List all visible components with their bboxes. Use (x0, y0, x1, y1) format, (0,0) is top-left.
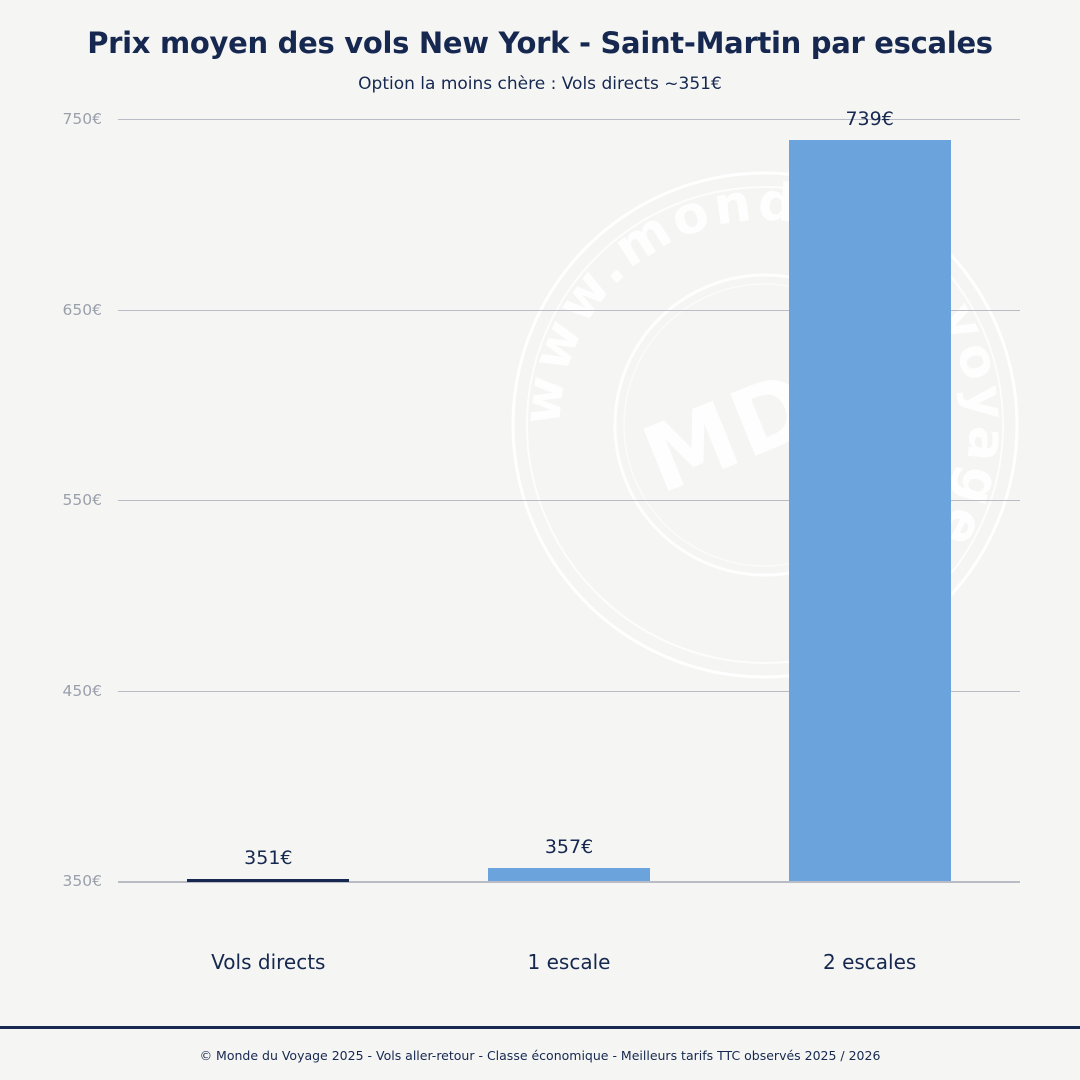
bar-1[interactable] (187, 879, 350, 883)
x-axis-category-label: Vols directs (211, 950, 326, 974)
y-axis-tick-label: 450€ (62, 681, 102, 700)
y-axis-tick-label: 750€ (62, 110, 102, 128)
chart-subtitle: Option la moins chère : Vols directs ~35… (358, 74, 722, 94)
chart-title: Prix moyen des vols New York - Saint-Mar… (87, 26, 993, 60)
bar-value-label: 351€ (244, 847, 293, 870)
y-axis-tick-label: 350€ (62, 872, 102, 890)
gridline (118, 690, 1020, 692)
bar-2[interactable] (488, 867, 650, 881)
y-axis-tick-label: 550€ (62, 491, 102, 509)
gridline (118, 119, 1020, 120)
bar-3[interactable] (788, 139, 951, 881)
y-axis-tick-label: 650€ (62, 300, 102, 319)
x-axis-category-label: 2 escales (822, 950, 917, 974)
footer-divider (0, 1026, 1080, 1029)
x-axis-category-label: 1 escale (527, 950, 611, 974)
gridline (118, 881, 1020, 883)
plot-area: 750€ 650€ 550€ 450€ 350€ 351€ Vols directs 357€… (63, 108, 1020, 974)
bar-value-label: 357€ (544, 835, 594, 858)
footer-copyright: © Monde du Voyage 2025 - Vols aller-reto… (199, 1048, 881, 1063)
bar-value-label: 739€ (845, 107, 894, 130)
